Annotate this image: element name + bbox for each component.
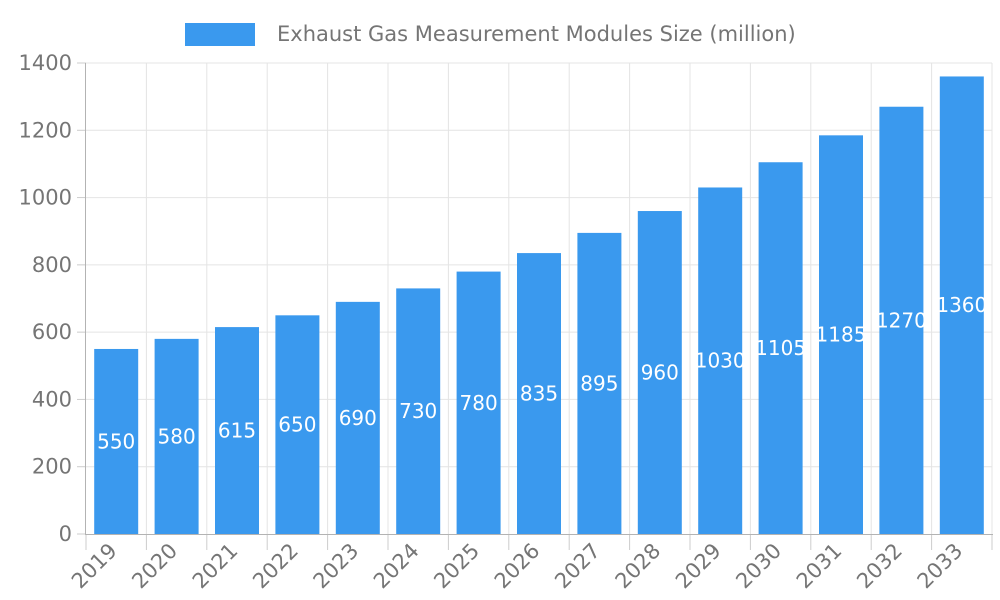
bar-value-label: 1030 bbox=[695, 349, 746, 373]
bar-2026[interactable] bbox=[517, 253, 561, 534]
legend-series-label: Exhaust Gas Measurement Modules Size (mi… bbox=[277, 22, 796, 46]
x-axis-tick-label: 2028 bbox=[611, 539, 666, 594]
legend: Exhaust Gas Measurement Modules Size (mi… bbox=[185, 21, 796, 47]
bar-2019[interactable] bbox=[94, 348, 139, 534]
bar-2027[interactable] bbox=[577, 232, 622, 534]
bar-2031[interactable] bbox=[819, 135, 863, 534]
x-axis-tick-label: 2033 bbox=[913, 539, 968, 594]
x-axis-tick-label: 2023 bbox=[309, 539, 364, 594]
y-axis-tick-label: 1400 bbox=[19, 51, 72, 75]
bar-2021[interactable] bbox=[215, 327, 259, 534]
bar-2025[interactable] bbox=[456, 271, 501, 534]
bar-2029[interactable] bbox=[698, 187, 743, 534]
bar-value-label: 550 bbox=[97, 429, 135, 453]
bar-value-label: 835 bbox=[520, 382, 558, 406]
x-axis-tick-label: 2030 bbox=[731, 539, 786, 594]
y-axis-tick-label: 200 bbox=[32, 455, 72, 479]
y-axis-tick-label: 1000 bbox=[19, 186, 72, 210]
x-axis-tick-label: 2026 bbox=[490, 539, 545, 594]
bar-2030[interactable] bbox=[758, 162, 803, 534]
x-axis-tick-label: 2032 bbox=[852, 539, 907, 594]
legend-swatch-icon bbox=[185, 22, 255, 46]
bar-2020[interactable] bbox=[154, 338, 199, 534]
x-axis-tick-label: 2029 bbox=[671, 539, 726, 594]
bar-value-label: 580 bbox=[158, 424, 196, 448]
bar-value-label: 780 bbox=[460, 391, 498, 415]
x-axis-tick-label: 2031 bbox=[792, 539, 847, 594]
bar-value-label: 1185 bbox=[816, 323, 867, 347]
bar-2033[interactable] bbox=[939, 76, 984, 534]
y-axis-tick-label: 0 bbox=[59, 522, 72, 546]
bar-value-label: 1270 bbox=[876, 308, 927, 332]
bar-2028[interactable] bbox=[637, 211, 682, 534]
bar-value-label: 960 bbox=[641, 361, 679, 385]
x-axis-tick-label: 2024 bbox=[369, 539, 424, 594]
x-axis-tick-label: 2022 bbox=[248, 539, 303, 594]
x-axis-tick-label: 2019 bbox=[67, 539, 122, 594]
legend-item[interactable]: Exhaust Gas Measurement Modules Size (mi… bbox=[185, 21, 796, 47]
bar-2022[interactable] bbox=[275, 315, 320, 534]
x-axis-tick-label: 2027 bbox=[550, 539, 605, 594]
bar-value-label: 730 bbox=[399, 399, 437, 423]
bar-2023[interactable] bbox=[335, 301, 380, 534]
x-axis-tick-label: 2020 bbox=[127, 539, 182, 594]
y-axis-tick-label: 800 bbox=[32, 253, 72, 277]
bar-value-label: 1105 bbox=[755, 336, 806, 360]
bar-value-label: 895 bbox=[580, 371, 618, 395]
bar-value-label: 690 bbox=[339, 406, 377, 430]
bar-value-label: 1360 bbox=[936, 293, 987, 317]
y-axis-tick-label: 600 bbox=[32, 320, 72, 344]
bar-value-label: 650 bbox=[278, 413, 316, 437]
y-axis-tick-label: 1200 bbox=[19, 118, 72, 142]
x-axis-tick-label: 2025 bbox=[429, 539, 484, 594]
x-axis-tick-label: 2021 bbox=[188, 539, 243, 594]
bar-2024[interactable] bbox=[396, 288, 441, 534]
bar-2032[interactable] bbox=[879, 106, 924, 534]
y-axis-tick-label: 400 bbox=[32, 387, 72, 411]
bar-value-label: 615 bbox=[218, 419, 256, 443]
